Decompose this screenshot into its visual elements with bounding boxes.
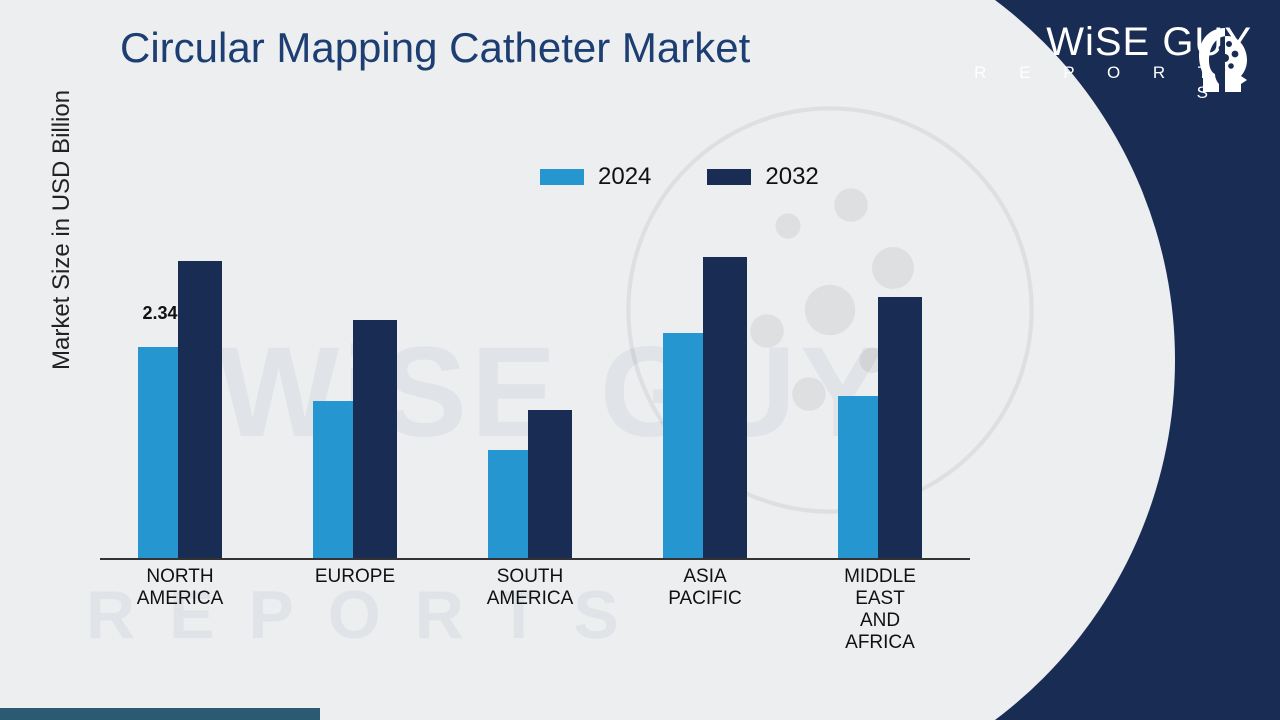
chart-title: Circular Mapping Catheter Market [120,24,750,72]
category-label: ASIAPACIFIC [635,566,775,610]
bar-2032 [528,410,572,559]
bar-2032 [178,261,222,558]
y-axis-label: Market Size in USD Billion [48,90,76,370]
value-label: 2.34 [142,303,177,324]
legend-label-2024: 2024 [598,163,651,191]
plot-area: 2.34 [100,200,970,560]
logo-head-icon [1194,26,1256,98]
brand-logo: WiSE GUY R E P O R T S [972,20,1252,103]
category-label: SOUTHAMERICA [460,566,600,610]
bar-2024 [838,396,882,558]
bar-2024 [313,401,357,559]
bar-2024 [488,450,532,558]
category-axis-labels: NORTHAMERICA EUROPE SOUTHAMERICA ASIAPACIFI… [100,560,970,680]
footer-accent-bar [0,708,320,720]
chart-canvas: WiSE GUY REPORTS WiSE GUY R E P O R T S … [0,0,1280,720]
category-label: EUROPE [285,566,425,588]
legend: 2024 2032 [540,163,819,191]
legend-item-2024: 2024 [540,163,651,191]
legend-swatch-2032 [707,169,751,185]
legend-item-2032: 2032 [707,163,818,191]
bar-2032 [878,297,922,558]
legend-swatch-2024 [540,169,584,185]
bar-2032 [353,320,397,559]
category-label: NORTHAMERICA [110,566,250,610]
legend-label-2032: 2032 [765,163,818,191]
bar-2024 [663,333,707,558]
bar-2032 [703,257,747,559]
category-label: MIDDLEEASTANDAFRICA [810,566,950,653]
logo-sub-text: R E P O R T S [972,63,1222,103]
bar-2024 [138,347,182,558]
